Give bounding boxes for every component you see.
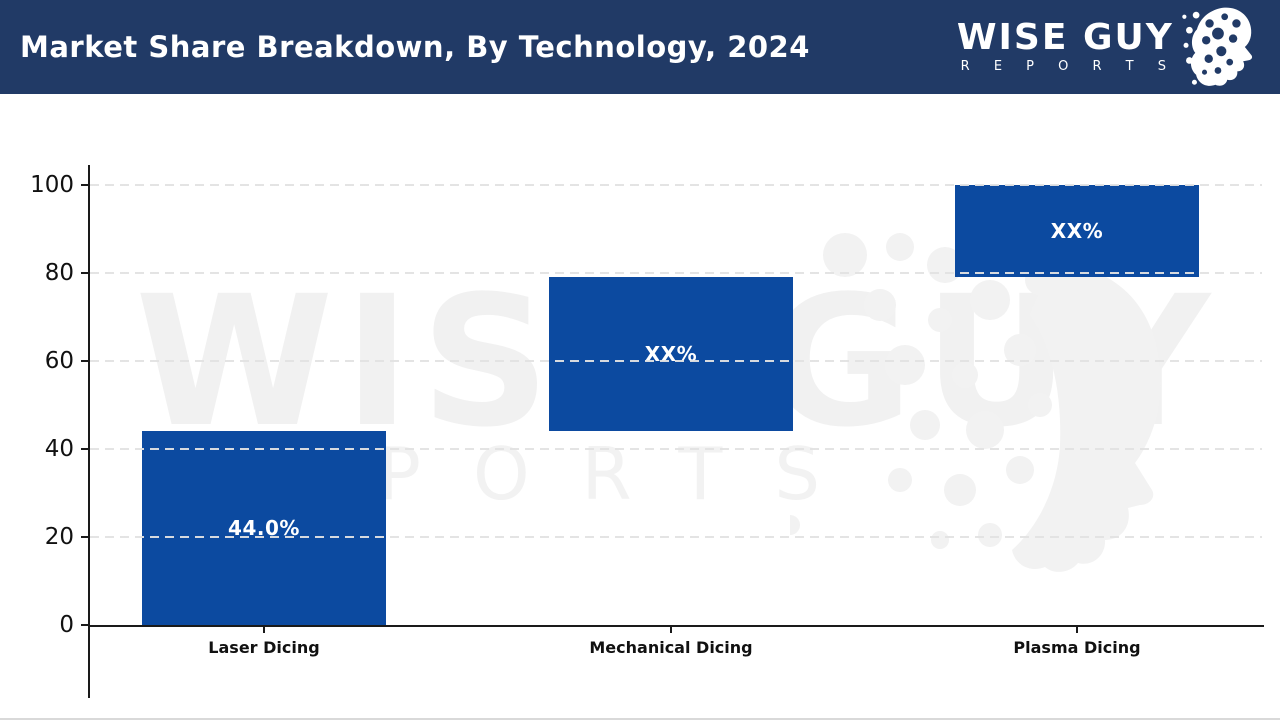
y-gridline-60 [90, 360, 1262, 362]
y-axis-line [88, 165, 90, 698]
logo-text: WISE GUY R E P O R T S [955, 17, 1176, 75]
y-tick-label: 100 [30, 172, 74, 198]
bar-mechanical-dicing: XX% [549, 277, 793, 431]
x-axis-line [88, 625, 1264, 627]
y-tick-mark [81, 360, 88, 362]
wise-guy-reports-logo: WISE GUY R E P O R T S [955, 0, 1266, 94]
y-tick-label: 0 [59, 612, 74, 638]
x-tick-mark [670, 627, 672, 633]
header-bar: Market Share Breakdown, By Technology, 2… [0, 0, 1280, 94]
bar-laser-dicing: 44.0% [142, 431, 386, 625]
x-tick-mark [1076, 627, 1078, 633]
x-axis-label-laser-dicing: Laser Dicing [208, 638, 320, 657]
y-tick-label: 80 [44, 260, 74, 286]
y-tick-mark [81, 184, 88, 186]
logo-wordmark: WISE GUY [956, 17, 1174, 58]
y-gridline-40 [90, 448, 1262, 450]
y-tick-mark [81, 624, 88, 626]
y-tick-mark [81, 536, 88, 538]
bar-chart: 44.0% XX% XX% 100 80 60 40 20 0 Laser Di… [0, 94, 1280, 720]
logo-head-icon [1182, 7, 1253, 86]
x-axis-label-plasma-dicing: Plasma Dicing [1013, 638, 1141, 657]
y-gridline-80 [90, 272, 1262, 274]
page-title: Market Share Breakdown, By Technology, 2… [20, 30, 810, 64]
bar-value-label: XX% [644, 342, 698, 366]
y-tick-label: 60 [44, 348, 74, 374]
bar-value-label: XX% [1050, 219, 1104, 243]
y-tick-mark [81, 272, 88, 274]
y-tick-mark [81, 448, 88, 450]
y-gridline-100 [90, 184, 1262, 186]
logo-reports-label: R E P O R T S [960, 59, 1176, 74]
x-tick-mark [263, 627, 265, 633]
y-tick-label: 40 [44, 436, 74, 462]
y-tick-label: 20 [44, 524, 74, 550]
bar-plasma-dicing: XX% [955, 185, 1199, 277]
x-axis-label-mechanical-dicing: Mechanical Dicing [589, 638, 753, 657]
y-gridline-20 [90, 536, 1262, 538]
